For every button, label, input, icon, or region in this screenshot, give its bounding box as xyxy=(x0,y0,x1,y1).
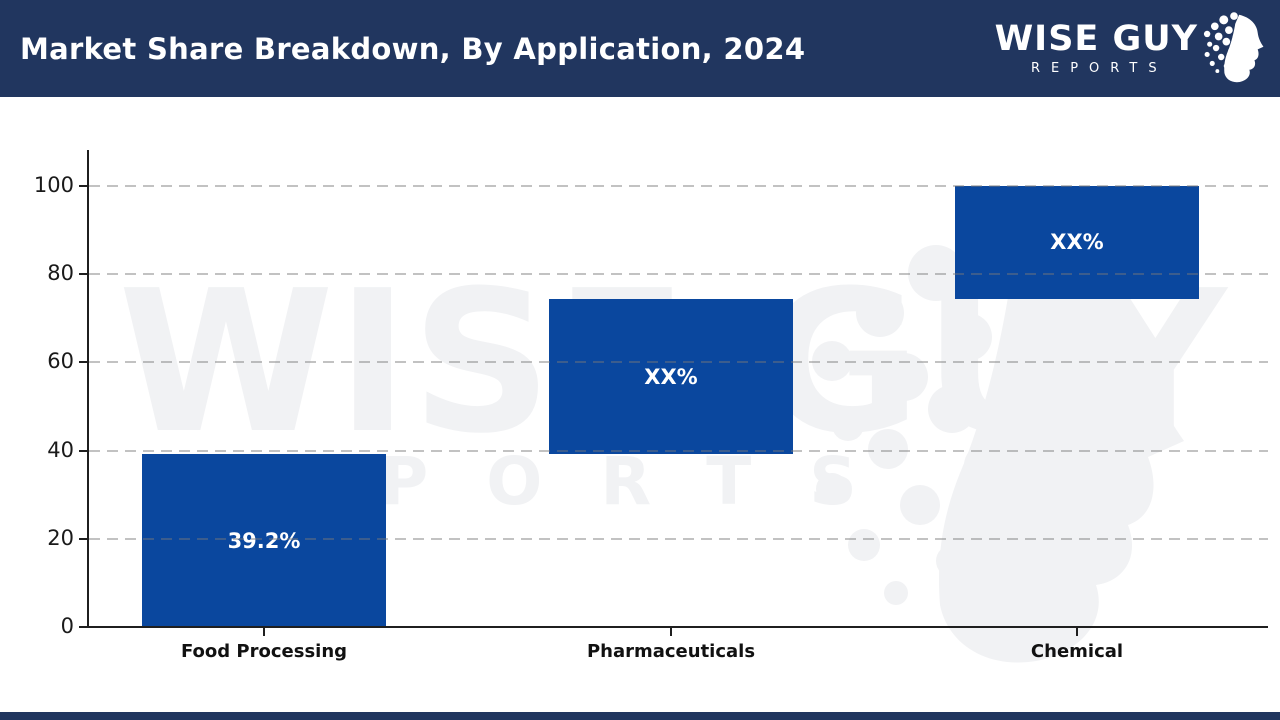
bar-value-label: 39.2% xyxy=(227,528,301,553)
x-tick-mark xyxy=(263,628,265,636)
header-banner: Market Share Breakdown, By Application, … xyxy=(0,0,1280,97)
y-tick-label: 60 xyxy=(47,349,74,374)
wise-guy-reports-logo: WISE GUY REPORTS xyxy=(995,11,1280,87)
y-tick-mark xyxy=(79,361,88,364)
y-axis-line xyxy=(87,150,89,628)
y-tick-label: 80 xyxy=(47,261,74,286)
bar-food-processing: 39.2% xyxy=(142,454,386,627)
y-tick-mark xyxy=(79,273,88,276)
y-tick-label: 100 xyxy=(33,173,74,197)
y-tick-mark xyxy=(79,449,88,452)
y-gridline xyxy=(89,537,1268,540)
y-tick-mark xyxy=(79,185,88,187)
dotted-face-profile-icon xyxy=(1202,11,1266,87)
y-gridline xyxy=(89,185,1268,187)
y-gridline xyxy=(89,361,1268,364)
x-category-label: Food Processing xyxy=(180,641,348,662)
logo-wordmark: WISE GUY REPORTS xyxy=(994,18,1198,76)
x-axis-line xyxy=(87,626,1268,628)
x-tick-mark xyxy=(1076,628,1078,636)
x-category-label: Chemical xyxy=(1030,641,1124,662)
y-tick-label: 40 xyxy=(47,437,74,462)
bar-value-label: XX% xyxy=(644,364,698,389)
y-gridline xyxy=(89,273,1268,276)
logo-wordmark-line2: REPORTS xyxy=(1030,60,1168,76)
y-tick-mark xyxy=(79,626,88,628)
chart-title: Market Share Breakdown, By Application, … xyxy=(20,31,806,66)
y-tick-label: 20 xyxy=(47,525,74,550)
x-tick-mark xyxy=(670,628,672,636)
bar-value-label: XX% xyxy=(1050,230,1104,255)
y-tick-mark xyxy=(79,537,88,540)
x-category-label: Pharmaceuticals xyxy=(586,641,756,662)
bar-chemical: XX% xyxy=(955,186,1199,299)
logo-wordmark-line1: WISE GUY xyxy=(994,18,1198,59)
footer-accent-bar xyxy=(0,712,1280,720)
y-gridline xyxy=(89,449,1268,452)
bar-pharmaceuticals: XX% xyxy=(549,298,793,455)
y-tick-label: 0 xyxy=(60,614,74,638)
